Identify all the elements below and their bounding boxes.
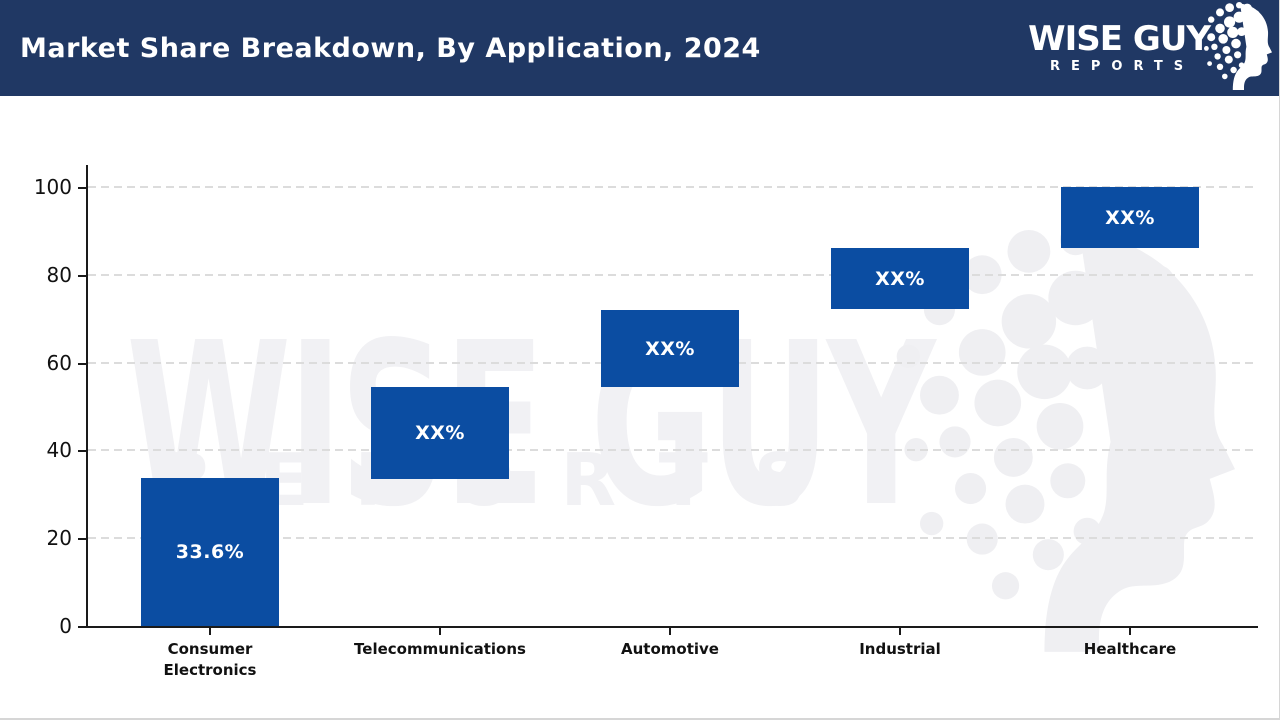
y-tick-label-20: 20 <box>46 526 72 550</box>
x-axis-label-automotive: Automotive <box>621 640 719 658</box>
x-axis-line <box>86 626 1258 628</box>
y-tick-label-60: 60 <box>46 351 72 375</box>
x-tick-telecommunications <box>439 628 441 635</box>
x-tick-healthcare <box>1129 628 1131 635</box>
bar-value-label-healthcare: XX% <box>1105 206 1155 229</box>
logo-head-icon <box>1200 2 1272 90</box>
x-tick-consumer-electronics <box>209 628 211 635</box>
bar-value-label-automotive: XX% <box>645 337 695 360</box>
header-bar: Market Share Breakdown, By Application, … <box>0 0 1279 96</box>
y-tick-60 <box>78 363 86 365</box>
x-axis-label-healthcare: Healthcare <box>1083 640 1177 658</box>
x-axis-label-telecommunications: Telecommunications <box>354 640 526 658</box>
logo-wordmark: WISE GUY <box>1028 19 1211 59</box>
gridline-100 <box>88 186 1258 188</box>
x-tick-industrial <box>899 628 901 635</box>
wise-guy-reports-logo: WISE GUY REPORTS <box>1028 6 1272 90</box>
y-tick-label-0: 0 <box>59 614 72 638</box>
y-tick-label-80: 80 <box>46 263 72 287</box>
x-axis-label-industrial: Industrial <box>859 640 941 658</box>
y-tick-20 <box>78 538 86 540</box>
y-tick-label-40: 40 <box>46 438 72 462</box>
y-tick-80 <box>78 275 86 277</box>
logo-subtitle: REPORTS <box>1050 59 1195 74</box>
y-tick-40 <box>78 450 86 452</box>
bar-value-label-telecommunications: XX% <box>415 422 465 444</box>
y-tick-label-100: 100 <box>33 175 72 199</box>
bar-consumer-electronics[interactable]: 33.6% <box>141 478 279 626</box>
page-title: Market Share Breakdown, By Application, … <box>20 32 761 64</box>
x-tick-automotive <box>669 628 671 635</box>
gridline-40 <box>88 449 1258 451</box>
bar-industrial[interactable]: XX% <box>831 248 969 309</box>
bar-automotive[interactable]: XX% <box>601 310 739 387</box>
gridline-20 <box>88 537 1258 539</box>
bar-value-label-industrial: XX% <box>875 267 925 290</box>
bar-telecommunications[interactable]: XX% <box>371 387 509 479</box>
x-axis-label-consumer-electronics: Consumer Electronics <box>163 640 257 679</box>
y-axis-line <box>86 165 88 628</box>
y-tick-0 <box>78 626 86 628</box>
bar-healthcare[interactable]: XX% <box>1061 187 1199 248</box>
chart-area: WISE GUY REPORTS 0 20 40 60 80 100 33.6% Consum… <box>0 96 1279 718</box>
gridline-80 <box>88 274 1258 276</box>
logo-text: WISE GUY REPORTS <box>1028 19 1211 74</box>
bar-value-label-consumer-electronics: 33.6% <box>175 541 245 563</box>
y-tick-100 <box>78 187 86 189</box>
